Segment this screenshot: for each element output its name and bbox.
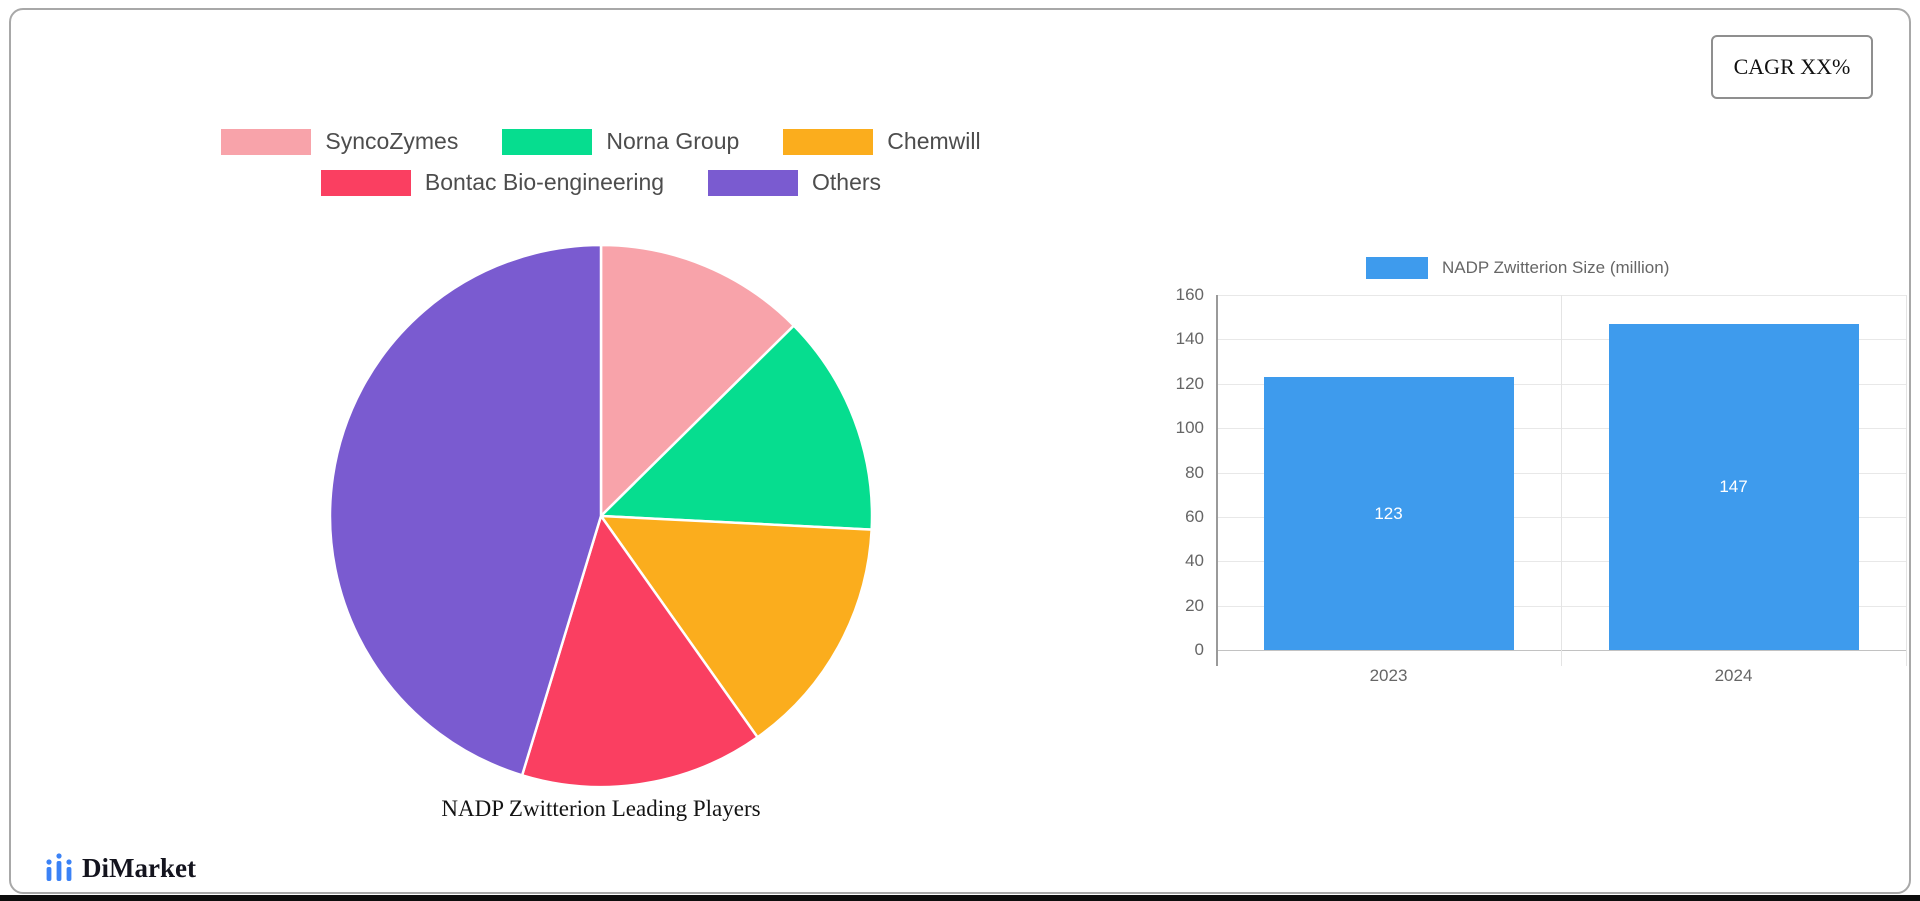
legend-label: Bontac Bio-engineering bbox=[424, 169, 665, 195]
pie-slice-syncozymes[interactable] bbox=[599, 243, 796, 518]
y-tick-label: 0 bbox=[1194, 640, 1204, 659]
y-tick-label: 160 bbox=[1175, 285, 1204, 304]
legend-item-bontac-bio-engineering[interactable]: Bontac Bio-engineering bbox=[320, 169, 665, 196]
y-tick-label: 40 bbox=[1185, 551, 1204, 571]
bar-2023[interactable] bbox=[1263, 377, 1514, 650]
cagr-badge: CAGR XX% bbox=[1711, 35, 1873, 99]
legend-swatch bbox=[502, 128, 593, 155]
legend-row: SyncoZymes Norna Group Chemwill bbox=[221, 128, 981, 155]
logo-text: DiMarket bbox=[82, 852, 196, 883]
legend-label: SyncoZymes bbox=[325, 128, 459, 154]
legend-swatch bbox=[708, 169, 799, 196]
legend-item-norna-group[interactable]: Norna Group bbox=[502, 128, 739, 155]
bar-2024[interactable] bbox=[1608, 323, 1859, 650]
y-tick-label: 80 bbox=[1185, 462, 1204, 482]
bar-chart-logo-icon bbox=[46, 853, 72, 881]
x-tick-label-2023: 2023 bbox=[1369, 666, 1408, 685]
plot-right-border bbox=[1906, 295, 1907, 666]
bar-chart[interactable]: NADP Zwitterion Size (million) 0 20 40 60 80… bbox=[1176, 257, 1907, 685]
bar-legend-swatch bbox=[1366, 257, 1428, 279]
category-separator-line bbox=[1561, 295, 1562, 666]
legend-label: Others bbox=[812, 169, 882, 195]
y-axis-line bbox=[1216, 295, 1218, 666]
legend-swatch bbox=[783, 128, 874, 155]
legend-item-others[interactable]: Others bbox=[708, 169, 881, 196]
y-tick-label: 20 bbox=[1185, 595, 1204, 615]
cagr-label: CAGR XX% bbox=[1733, 54, 1851, 79]
legend-row: Bontac Bio-engineering Others bbox=[320, 169, 881, 196]
bar-chart-legend[interactable]: NADP Zwitterion Size (million) bbox=[1366, 257, 1669, 279]
bar-plot-area: 0 20 40 60 80 100 120 140 160 123 2023 147 2024 bbox=[1176, 285, 1907, 685]
legend-item-chemwill[interactable]: Chemwill bbox=[783, 128, 981, 155]
pie-slice-others[interactable] bbox=[328, 243, 603, 777]
dimarket-logo: DiMarket bbox=[44, 852, 196, 884]
bar-legend-label: NADP Zwitterion Size (million) bbox=[1442, 258, 1670, 277]
bar-value-label: 123 bbox=[1374, 503, 1403, 523]
bar-value-label: 147 bbox=[1719, 476, 1748, 496]
y-tick-label: 120 bbox=[1175, 373, 1204, 393]
report-card: CAGR XX% SyncoZymes Norna Group Chemwill Bo… bbox=[9, 8, 1911, 894]
pie-slice-norna-group[interactable] bbox=[599, 324, 874, 531]
y-tick-label: 60 bbox=[1185, 506, 1204, 526]
page-bottom-strip bbox=[0, 895, 1920, 901]
pie-chart[interactable] bbox=[327, 242, 875, 790]
legend-swatch bbox=[320, 169, 411, 196]
legend-swatch bbox=[221, 128, 312, 155]
x-tick-label-2024: 2024 bbox=[1714, 666, 1753, 685]
legend-label: Norna Group bbox=[606, 128, 740, 154]
pie-legend: SyncoZymes Norna Group Chemwill Bontac Bio-… bbox=[141, 128, 1061, 196]
pie-title: NADP Zwitterion Leading Players bbox=[441, 796, 761, 821]
pie-slice-chemwill[interactable] bbox=[599, 514, 873, 739]
legend-item-syncozymes[interactable]: SyncoZymes bbox=[221, 128, 458, 155]
y-tick-label: 140 bbox=[1175, 329, 1204, 349]
legend-label: Chemwill bbox=[887, 128, 981, 154]
y-tick-label: 100 bbox=[1175, 418, 1204, 438]
